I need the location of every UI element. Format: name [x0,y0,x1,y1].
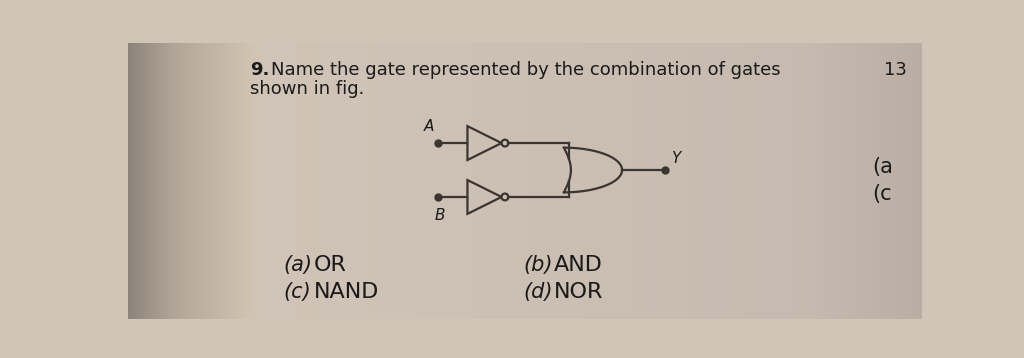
Text: (c): (c) [283,282,310,302]
Text: (b): (b) [523,256,553,275]
Text: (a: (a [872,157,893,177]
Text: (c: (c [872,184,892,204]
Text: OR: OR [314,256,347,275]
Text: NAND: NAND [314,282,379,302]
Text: AND: AND [554,256,603,275]
Text: (a): (a) [283,256,312,275]
Text: 9.: 9. [251,61,270,79]
Text: Y: Y [671,151,680,166]
Text: NOR: NOR [554,282,603,302]
Text: B: B [434,208,444,223]
Text: 13: 13 [884,61,906,79]
Text: Name the gate represented by the combination of gates: Name the gate represented by the combina… [271,61,781,79]
Text: shown in fig.: shown in fig. [251,80,365,98]
Text: A: A [424,119,434,134]
Text: (d): (d) [523,282,553,302]
